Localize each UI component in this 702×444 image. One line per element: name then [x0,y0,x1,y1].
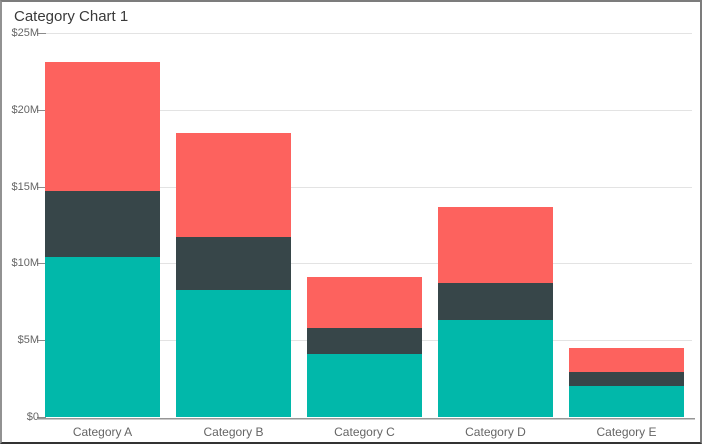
y-axis-tick [37,110,46,111]
bar-segment[interactable] [438,320,553,417]
x-axis-label: Category D [465,425,526,439]
y-axis-label: $15M [11,181,39,193]
y-axis-label: $5M [17,334,39,346]
bar-segment[interactable] [569,372,684,386]
bar-segment[interactable] [569,386,684,417]
gridline [37,187,692,188]
bar-segment[interactable] [176,133,291,237]
gridline [37,33,692,34]
bar-segment[interactable] [45,191,160,257]
x-axis-label: Category C [334,425,395,439]
y-axis-label: $20M [11,104,39,116]
y-axis-tick [37,340,46,341]
bar-segment[interactable] [307,354,422,417]
bar-segment[interactable] [176,290,291,417]
x-axis-label: Category A [72,425,133,439]
x-axis-label: Category E [596,425,657,439]
bar-segment[interactable] [438,283,553,320]
gridline [37,263,692,264]
bar-segment[interactable] [176,237,291,290]
y-axis-label: $10M [11,257,39,269]
y-axis-label: $25M [11,27,39,39]
bar-segment[interactable] [45,257,160,417]
x-axis-line [37,418,695,420]
y-axis-label: $0 [26,411,39,423]
y-axis-tick [37,263,46,264]
x-axis-label: Category B [203,425,264,439]
chart-title: Category Chart 1 [14,8,129,25]
y-axis-tick [37,417,46,418]
bar-segment[interactable] [45,62,160,191]
bar-segment[interactable] [307,277,422,328]
gridline [37,110,692,111]
bar-segment[interactable] [569,348,684,372]
bar-segment[interactable] [438,207,553,283]
y-axis-tick [37,33,46,34]
bar-segment[interactable] [307,328,422,354]
y-axis-tick [37,187,46,188]
